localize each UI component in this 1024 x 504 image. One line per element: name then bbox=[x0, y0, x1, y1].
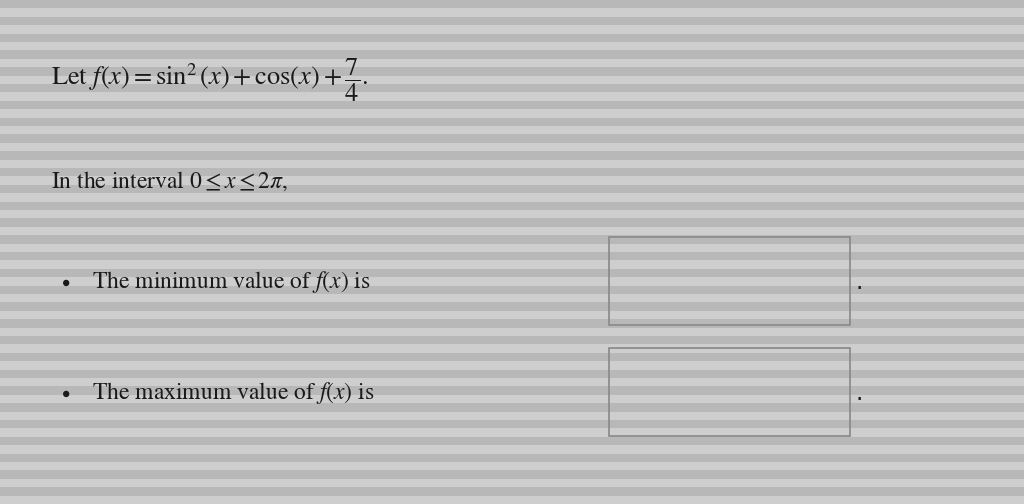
Bar bbox=[0, 252, 1024, 261]
Bar bbox=[0, 9, 1024, 17]
Bar bbox=[0, 277, 1024, 286]
Bar bbox=[0, 302, 1024, 311]
Bar bbox=[0, 193, 1024, 202]
Bar bbox=[0, 101, 1024, 109]
Bar bbox=[0, 361, 1024, 369]
Bar bbox=[0, 143, 1024, 151]
Bar bbox=[0, 151, 1024, 160]
Text: .: . bbox=[855, 381, 862, 405]
Text: $\bullet$: $\bullet$ bbox=[61, 383, 71, 404]
Bar bbox=[0, 403, 1024, 412]
Bar bbox=[0, 235, 1024, 243]
Bar bbox=[0, 227, 1024, 235]
Bar bbox=[0, 395, 1024, 403]
Bar bbox=[0, 336, 1024, 344]
Bar bbox=[0, 479, 1024, 487]
Bar bbox=[0, 261, 1024, 269]
Bar bbox=[0, 353, 1024, 361]
Bar bbox=[0, 168, 1024, 176]
Bar bbox=[0, 243, 1024, 252]
Text: The maximum value of $f(x)$ is: The maximum value of $f(x)$ is bbox=[92, 380, 375, 406]
Text: .: . bbox=[855, 270, 862, 294]
Bar bbox=[0, 319, 1024, 328]
Bar bbox=[0, 218, 1024, 227]
Bar bbox=[0, 387, 1024, 395]
Text: In the interval $0 \leq x \leq 2\pi,$: In the interval $0 \leq x \leq 2\pi,$ bbox=[51, 170, 288, 193]
Bar bbox=[0, 176, 1024, 185]
Bar bbox=[0, 135, 1024, 143]
Bar bbox=[0, 369, 1024, 378]
Bar bbox=[0, 269, 1024, 277]
Bar bbox=[0, 487, 1024, 495]
Bar bbox=[0, 495, 1024, 504]
Bar bbox=[0, 311, 1024, 319]
Bar bbox=[0, 328, 1024, 336]
Bar bbox=[0, 109, 1024, 117]
Bar bbox=[0, 412, 1024, 420]
Bar bbox=[0, 454, 1024, 462]
Bar bbox=[0, 378, 1024, 387]
Bar bbox=[0, 428, 1024, 437]
Bar bbox=[0, 17, 1024, 25]
Bar bbox=[0, 25, 1024, 34]
Bar bbox=[0, 210, 1024, 218]
Text: Let $f(x) = \sin^2(x) + \cos(x) + \dfrac{7}{4}.$: Let $f(x) = \sin^2(x) + \cos(x) + \dfrac… bbox=[51, 57, 369, 104]
Bar bbox=[0, 470, 1024, 479]
Bar bbox=[0, 445, 1024, 454]
Bar bbox=[0, 59, 1024, 67]
Bar bbox=[0, 126, 1024, 135]
Bar bbox=[0, 185, 1024, 193]
Bar bbox=[0, 50, 1024, 59]
Bar bbox=[0, 0, 1024, 9]
Bar bbox=[0, 34, 1024, 42]
Bar bbox=[0, 286, 1024, 294]
Bar bbox=[0, 437, 1024, 445]
Bar bbox=[0, 42, 1024, 50]
Bar bbox=[0, 76, 1024, 84]
Bar bbox=[0, 294, 1024, 302]
Bar bbox=[0, 92, 1024, 101]
Bar bbox=[0, 420, 1024, 428]
Bar bbox=[0, 117, 1024, 126]
Text: $\bullet$: $\bullet$ bbox=[61, 272, 71, 293]
Bar bbox=[0, 67, 1024, 76]
Bar bbox=[0, 344, 1024, 353]
Bar bbox=[0, 84, 1024, 92]
Text: The minimum value of $f(x)$ is: The minimum value of $f(x)$ is bbox=[92, 269, 371, 295]
Bar bbox=[0, 202, 1024, 210]
Bar bbox=[0, 160, 1024, 168]
Bar bbox=[0, 462, 1024, 470]
